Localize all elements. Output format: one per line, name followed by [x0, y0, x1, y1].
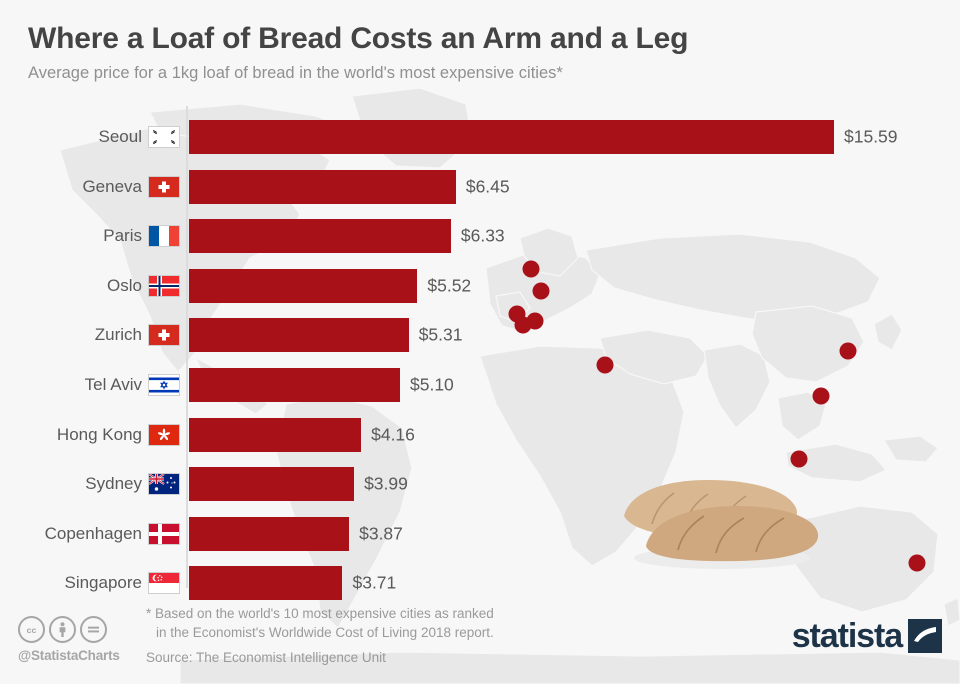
chart-header: Where a Loaf of Bread Costs an Arm and a… — [28, 22, 928, 83]
chart-footnote: * Based on the world's 10 most expensive… — [146, 605, 494, 642]
flag-icon-switzerland — [148, 175, 180, 198]
flag-icon-denmark — [148, 522, 180, 545]
bar-row: Oslo $5.52 — [0, 268, 960, 303]
bar-value-label: $4.16 — [371, 424, 415, 445]
chart-subtitle: Average price for a 1kg loaf of bread in… — [28, 63, 563, 82]
bar-category-label: Geneva — [82, 176, 142, 196]
bar — [189, 368, 400, 402]
bar-row: Paris $6.33 — [0, 219, 960, 254]
bar-value-label: $5.52 — [427, 275, 472, 296]
flag-icon-south-korea — [148, 126, 180, 148]
flag-icon-australia — [148, 473, 180, 496]
bar-value-label: $3.71 — [352, 572, 397, 593]
creative-commons-block: cc @StatistaCharts — [18, 616, 138, 663]
creative-commons-icon: cc — [18, 616, 45, 643]
bar-row: Seoul $15.59 — [0, 120, 960, 154]
bar — [189, 219, 451, 254]
bar-category-label: Sydney — [85, 474, 142, 494]
bar-category-label: Zurich — [94, 325, 142, 345]
bar-row: Zurich $5.31 — [0, 318, 960, 353]
statista-wordmark: statista — [791, 617, 903, 655]
flag-icon-singapore — [148, 572, 180, 595]
bar-value-label: $15.59 — [844, 126, 898, 147]
bar-row: Hong Kong $4.16 — [0, 417, 960, 452]
svg-text:cc: cc — [27, 625, 37, 635]
bar-row: Sydney $3.99 — [0, 467, 960, 502]
bar-category-label: Hong Kong — [56, 424, 142, 444]
bar — [189, 268, 418, 303]
bar-row: Copenhagen $3.87 — [0, 516, 960, 551]
statista-logo: statista — [792, 619, 942, 653]
bar-category-label: Copenhagen — [44, 523, 142, 543]
chart-source: Source: The Economist Intelligence Unit — [146, 650, 386, 665]
bar-value-label: $5.10 — [410, 374, 454, 395]
bar — [189, 467, 355, 502]
footnote-line-2: in the Economist's Worldwide Cost of Liv… — [156, 624, 494, 640]
statista-logo-mark — [908, 619, 942, 653]
bar — [189, 417, 362, 452]
flag-icon-france — [148, 225, 180, 248]
bar-row: Tel Aviv $5.10 — [0, 368, 960, 402]
bar-value-label: $5.31 — [418, 324, 463, 345]
bar — [189, 318, 409, 353]
bar-value-label: $6.45 — [465, 176, 510, 197]
bar-category-label: Oslo — [107, 275, 142, 295]
no-derivatives-equals-icon — [80, 616, 107, 643]
attribution-person-icon — [49, 616, 76, 643]
bar — [189, 516, 350, 551]
cc-badge-group: cc — [18, 616, 138, 643]
bar-category-label: Paris — [103, 226, 142, 246]
bar-category-label: Singapore — [64, 573, 142, 593]
bar-value-label: $6.33 — [460, 225, 505, 246]
bar-value-label: $3.99 — [364, 473, 408, 494]
statista-charts-handle: @StatistaCharts — [18, 648, 120, 663]
bar-category-label: Tel Aviv — [84, 375, 142, 394]
flag-icon-norway — [148, 274, 180, 297]
bar-row: Geneva $6.45 — [0, 169, 960, 204]
bar-value-label: $3.87 — [359, 523, 403, 544]
flag-icon-israel — [148, 374, 180, 396]
chart-footer: cc @StatistaCharts * Based on the world'… — [0, 596, 960, 684]
bar — [189, 169, 456, 204]
flag-icon-hong-kong — [148, 423, 180, 446]
footnote-line-1: * Based on the world's 10 most expensive… — [146, 606, 494, 621]
flag-icon-switzerland — [148, 324, 180, 347]
bar-category-label: Seoul — [98, 127, 142, 146]
page-title: Where a Loaf of Bread Costs an Arm and a… — [28, 22, 689, 55]
bar — [189, 120, 834, 154]
